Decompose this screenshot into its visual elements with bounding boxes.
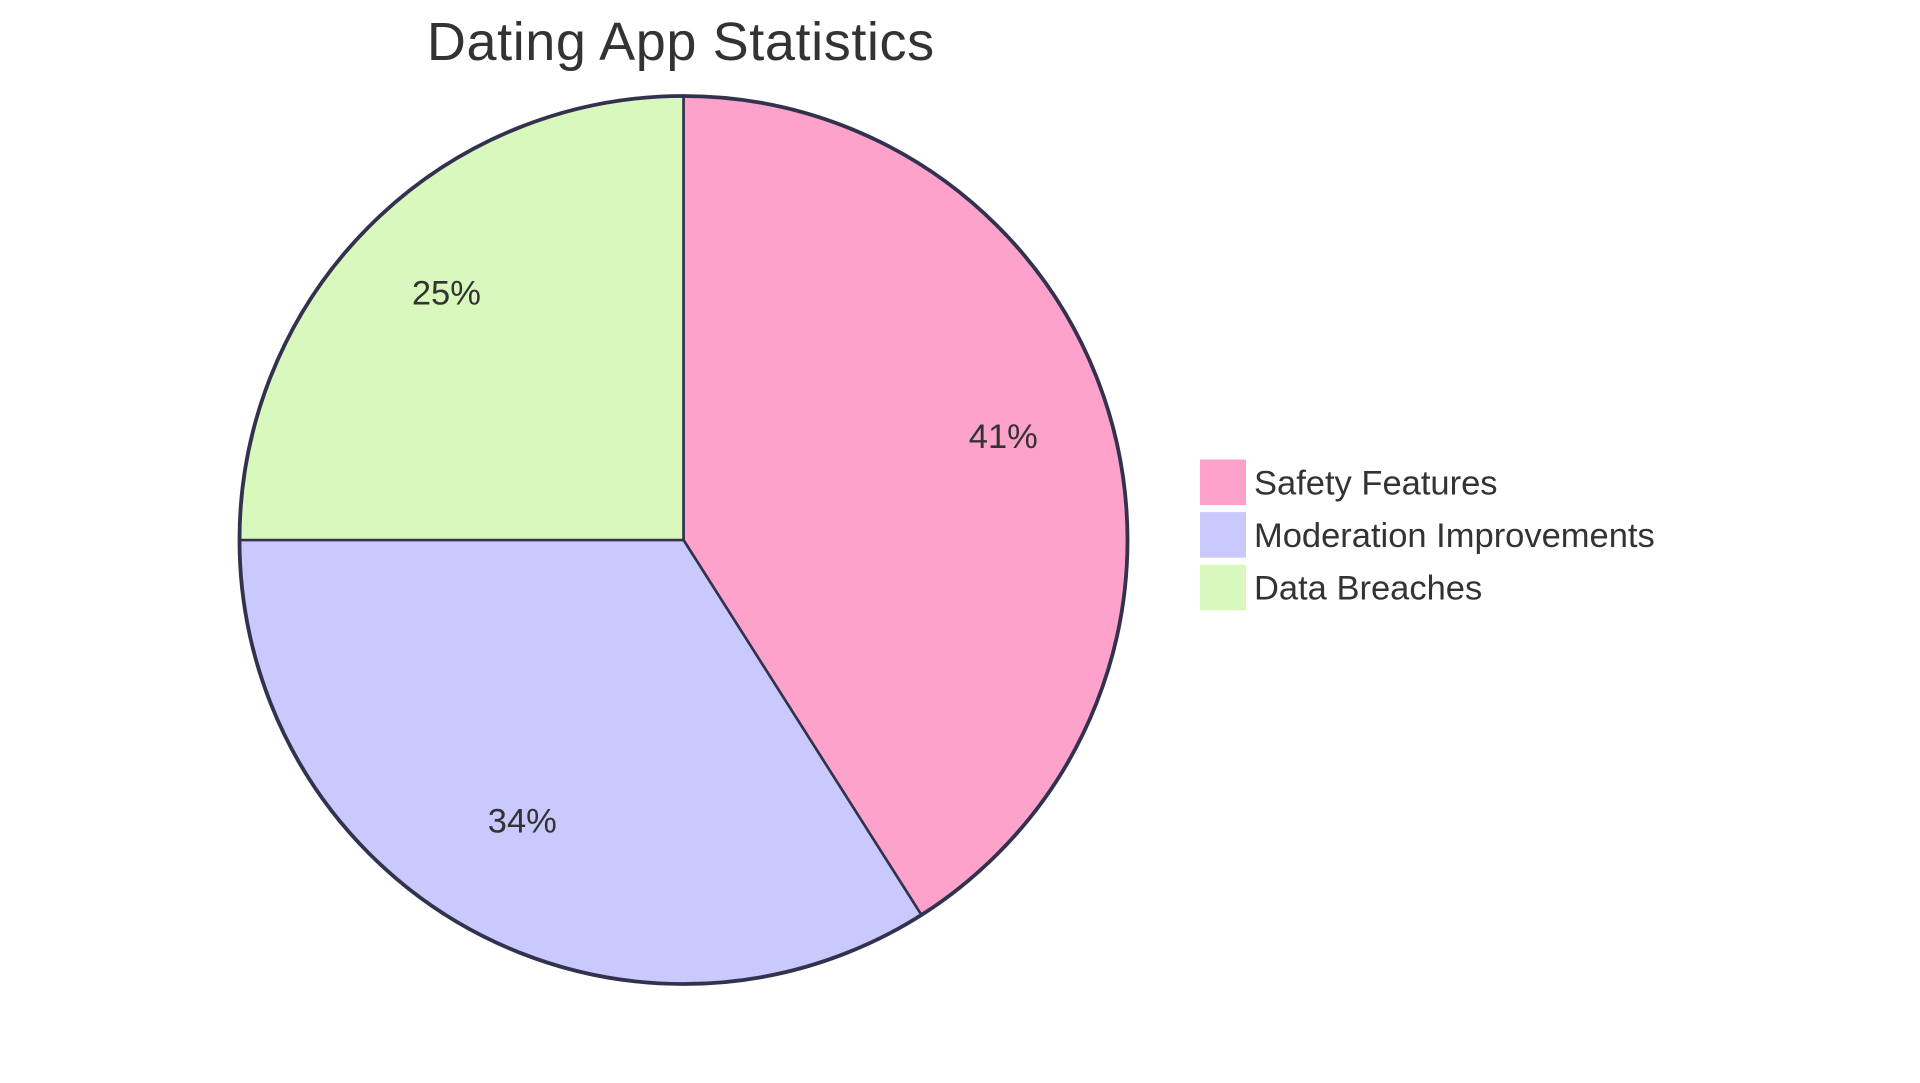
svg-text:Dating App Statistics: Dating App Statistics bbox=[427, 12, 935, 72]
svg-text:Data Breaches: Data Breaches bbox=[1254, 570, 1482, 608]
svg-text:41%: 41% bbox=[969, 418, 1038, 456]
svg-text:34%: 34% bbox=[488, 802, 557, 840]
svg-text:Moderation Improvements: Moderation Improvements bbox=[1254, 517, 1655, 555]
svg-text:Safety Features: Safety Features bbox=[1254, 464, 1498, 502]
svg-text:25%: 25% bbox=[412, 274, 481, 312]
